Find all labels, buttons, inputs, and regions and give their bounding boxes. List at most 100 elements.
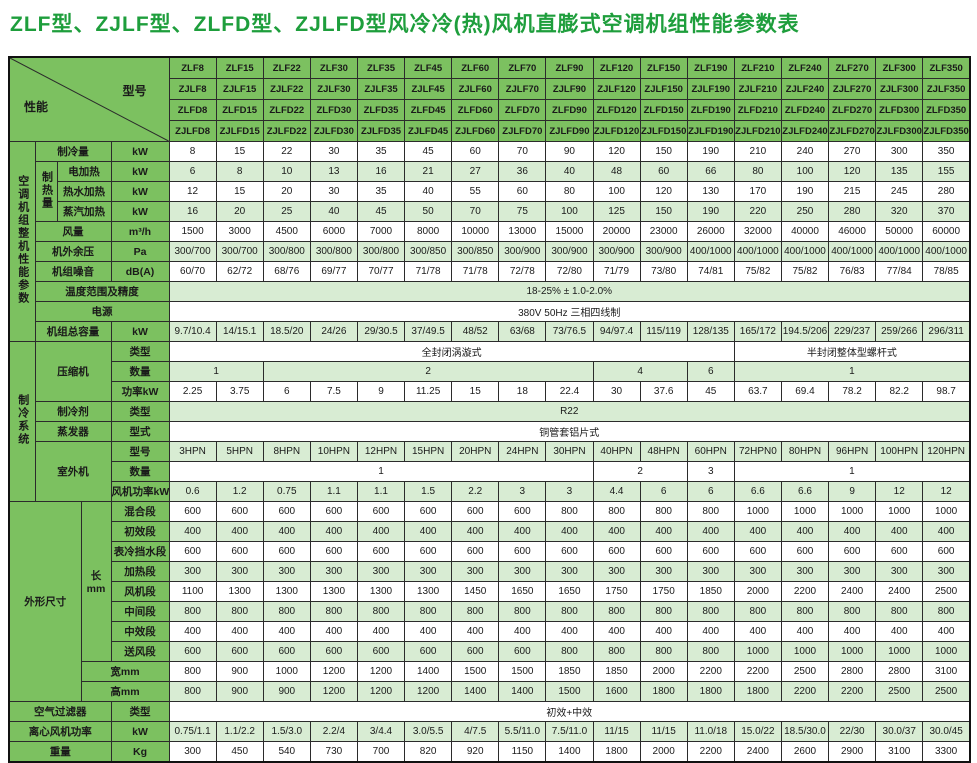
value-cell: 3HPN [168, 441, 217, 462]
corner-label-performance: 性能 [24, 100, 49, 114]
value-cell: 800 [875, 601, 924, 622]
value-cell: 1800 [686, 681, 735, 702]
value-cell: 2000 [639, 741, 688, 763]
value-cell: 800 [639, 601, 688, 622]
value-cell: 800 [168, 601, 217, 622]
row-label: kW [110, 721, 170, 742]
value-cell: 300 [733, 561, 782, 582]
value-cell: 60HPN [686, 441, 735, 462]
model-cell: ZLF8 [168, 56, 217, 79]
value-cell: 1000 [780, 501, 830, 522]
value-cell: 10000 [451, 221, 500, 242]
value-cell: 2500 [780, 661, 830, 682]
value-cell: 2400 [733, 741, 782, 763]
value-cell: 800 [592, 641, 641, 662]
value-cell: 35 [356, 181, 406, 202]
value-cell: 1400 [498, 681, 547, 702]
model-cell: ZLF300 [875, 56, 924, 79]
table-row: 机组噪音 dB(A) 60/70 62/72 68/76 69/77 70/77 71/78 7… [9, 261, 971, 282]
value-cell: 30 [309, 141, 358, 162]
model-cell: ZJLFD240 [780, 120, 830, 142]
value-cell: 300/900 [639, 241, 688, 262]
value-cell: 1.2 [215, 481, 264, 502]
value-cell: 50 [404, 201, 453, 222]
value-cell: 300 [592, 561, 641, 582]
value-cell: 0.75/1.1 [168, 721, 217, 742]
row-label: 类型 [110, 341, 170, 362]
value-cell: 400 [498, 521, 547, 542]
value-cell: 2200 [780, 681, 830, 702]
value-cell: 296/311 [922, 321, 971, 342]
value-cell: 1500 [168, 221, 217, 242]
value-cell: 300 [168, 561, 217, 582]
value-cell: 45 [404, 141, 453, 162]
value-cell: 215 [828, 181, 877, 202]
span-value: 1 [733, 361, 971, 382]
value-cell: 220 [733, 201, 782, 222]
model-cell: ZJLFD190 [686, 120, 735, 142]
value-cell: 20 [215, 201, 264, 222]
value-cell: 18.5/20 [262, 321, 311, 342]
value-cell: 600 [686, 541, 735, 562]
model-cell: ZJLF120 [592, 78, 641, 100]
value-cell: 7.5 [309, 381, 358, 402]
value-cell: 14/15.1 [215, 321, 264, 342]
value-cell: 7000 [356, 221, 406, 242]
value-cell: 1200 [309, 681, 358, 702]
model-cell: ZJLF70 [498, 78, 547, 100]
value-cell: 300 [356, 561, 406, 582]
value-cell: 3100 [922, 661, 971, 682]
value-cell: 130 [686, 181, 735, 202]
model-cell: ZLFD35 [356, 99, 406, 121]
value-cell: 600 [922, 541, 971, 562]
value-cell: 15.0/22 [733, 721, 782, 742]
value-cell: 300 [451, 561, 500, 582]
table-row: 空气过滤器 类型 初效+中效 [8, 701, 971, 722]
value-cell: 26000 [686, 221, 735, 242]
group-label-refrigeration: 制冷系统 [8, 341, 36, 502]
value-cell: 600 [356, 501, 406, 522]
value-cell: 400 [922, 521, 971, 542]
value-cell: 400 [639, 621, 688, 642]
value-cell: 400 [686, 521, 735, 542]
value-cell: 400 [592, 521, 641, 542]
value-cell: 1750 [592, 581, 641, 602]
value-cell: 96HPN [828, 441, 877, 462]
value-cell: 165/172 [733, 321, 782, 342]
value-cell: 3000 [215, 221, 264, 242]
value-cell: 15000 [545, 221, 594, 242]
value-cell: 3 [545, 481, 594, 502]
value-cell: 30 [592, 381, 641, 402]
value-cell: 69/77 [309, 261, 358, 282]
value-cell: 4500 [262, 221, 311, 242]
value-cell: 1000 [828, 641, 877, 662]
value-cell: 27 [451, 161, 500, 182]
value-cell: 12 [922, 481, 971, 502]
table-row: 风机段 1100 1300 1300 1300 1300 1300 1450 1650 1650 1… [9, 581, 971, 602]
model-cell: ZJLFD35 [356, 120, 406, 142]
value-cell: 1000 [733, 641, 782, 662]
value-cell: 210 [733, 141, 782, 162]
table-row: 中间段 800 800 800 800 800 800 800 800 800 800 800 800 8… [9, 601, 971, 622]
model-cell: ZJLF60 [451, 78, 500, 100]
table-row: 电源 380V 50Hz 三相四线制 [9, 301, 971, 322]
row-label: 蒸汽加热 [56, 201, 112, 222]
value-cell: 70 [451, 201, 500, 222]
value-cell: 29/30.5 [356, 321, 406, 342]
value-cell: 730 [309, 741, 358, 763]
row-label: 压缩机 [34, 341, 112, 402]
value-cell: 37.6 [639, 381, 688, 402]
model-cell: ZJLFD30 [309, 120, 358, 142]
group-label-dimensions: 外形尺寸 [8, 501, 82, 702]
table-row: 加热段 300 300 300 300 300 300 300 300 300 300 300 300 3… [9, 561, 971, 582]
model-cell: ZLFD210 [733, 99, 782, 121]
value-cell: 400 [451, 521, 500, 542]
value-cell: 259/266 [875, 321, 924, 342]
value-cell: 800 [404, 601, 453, 622]
value-cell: 400 [828, 621, 877, 642]
span-value: 3 [686, 461, 735, 482]
value-cell: 400 [545, 521, 594, 542]
value-cell: 73/80 [639, 261, 688, 282]
table-row: 空调机组整机性能参数 制冷量 kW 8 15 22 30 35 45 60 70 90 120 150 19… [8, 141, 971, 342]
value-cell: 400 [356, 521, 406, 542]
